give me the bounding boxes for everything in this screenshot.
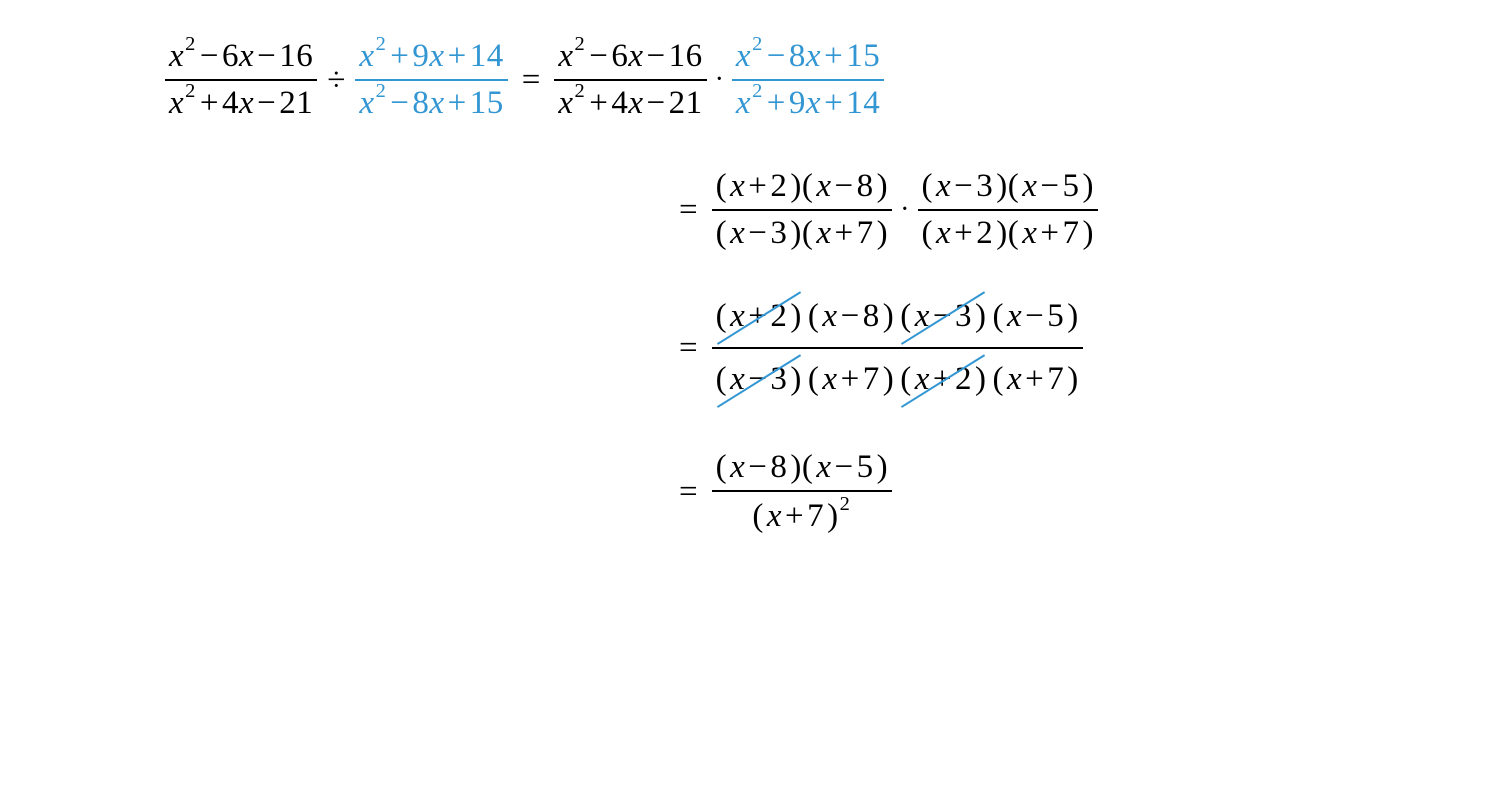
lhs-fraction-1: x2−6x−16 x2+4x−21 [165,40,317,120]
factored-fraction-1: (x+2)(x−8) (x−3)(x+7) [712,170,893,250]
cancelled-factor: (x+2) [900,363,986,396]
cancelled-factor: (x−3) [716,363,802,396]
rhs-fraction-1: x2−6x−16 x2+4x−21 [554,40,706,120]
equals-sign: = [665,476,712,509]
result-fraction: (x−8)(x−5) (x+7)2 [712,451,893,533]
rhs-fraction-2: x2−8x+15 x2+9x+14 [732,40,884,120]
equals-sign: = [508,64,555,97]
equals-sign: = [665,332,712,365]
equation-line-3: = (x+2)(x−8)(x−3)(x−5) (x−3)(x+7)(x+2)(x… [665,300,1098,396]
lhs-fraction-2: x2+9x+14 x2−8x+15 [355,40,507,120]
cancelled-factor: (x−3) [900,300,986,333]
cancelled-factor: (x+2) [716,300,802,333]
equation-line-1: x2−6x−16 x2+4x−21 ÷ x2+9x+14 x2−8x+15 = … [165,40,1098,120]
equation-line-4: = (x−8)(x−5) (x+7)2 [665,451,1098,533]
division-operator: ÷ [317,64,355,97]
multiply-dot: · [892,196,917,224]
math-derivation: x2−6x−16 x2+4x−21 ÷ x2+9x+14 x2−8x+15 = … [165,40,1098,533]
equals-sign: = [665,194,712,227]
equation-line-2: = (x+2)(x−8) (x−3)(x+7) · (x−3)(x−5) (x+… [665,170,1098,250]
multiply-dot: · [707,66,732,94]
factored-fraction-2: (x−3)(x−5) (x+2)(x+7) [918,170,1099,250]
combined-fraction: (x+2)(x−8)(x−3)(x−5) (x−3)(x+7)(x+2)(x+7… [712,300,1083,396]
